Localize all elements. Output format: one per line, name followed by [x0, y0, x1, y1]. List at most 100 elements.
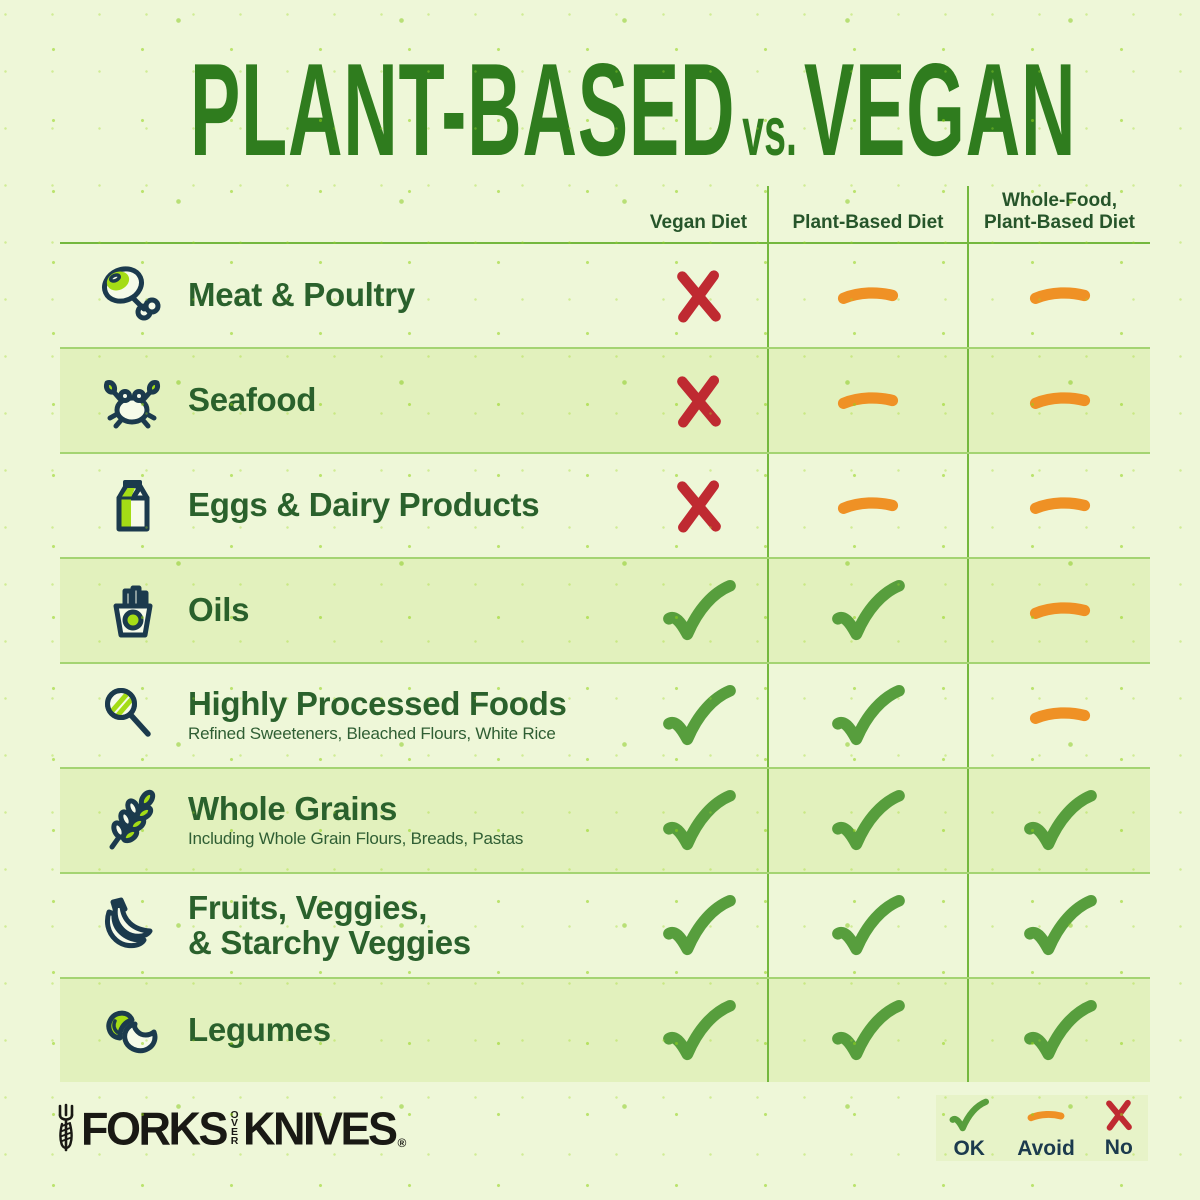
dash-icon	[837, 287, 899, 304]
table-row-eggs-dairy: Eggs & Dairy Products	[60, 452, 1150, 557]
row-label: Whole Grains	[188, 789, 398, 827]
forks-over-knives-logo: FORKS OVER KNIVES ®	[55, 1102, 406, 1154]
header-spacer	[60, 186, 630, 242]
check-icon	[832, 789, 905, 850]
row-sublabel: Refined Sweeteners, Bleached Flours, Whi…	[188, 724, 556, 744]
logo-word-forks: FORKS	[81, 1101, 229, 1155]
mark-cell	[967, 874, 1150, 977]
dash-icon	[1029, 707, 1090, 724]
mark-cell	[630, 454, 767, 557]
x-icon	[676, 269, 721, 323]
row-label: Highly Processed Foods	[188, 684, 567, 722]
check-icon	[662, 579, 736, 640]
dash-icon	[837, 497, 899, 514]
table-row-oils: Oils	[60, 557, 1150, 662]
legend-label: No	[1104, 1136, 1133, 1159]
lollipop-icon	[76, 684, 188, 748]
mark-cell	[967, 979, 1150, 1082]
check-icon	[662, 999, 736, 1060]
logo-word-over: OVER	[230, 1108, 239, 1147]
check-icon	[662, 789, 736, 850]
row-label: Fruits, Veggies, & Starchy Veggies	[188, 888, 471, 961]
legend-check	[949, 1098, 990, 1133]
dash-icon	[1029, 287, 1090, 304]
legend-label: Avoid	[1017, 1136, 1075, 1160]
dash-icon	[1029, 497, 1090, 514]
legend-item-ok: OK	[949, 1098, 990, 1160]
dash-icon	[837, 392, 899, 409]
legend-item-no: No	[1103, 1098, 1135, 1158]
meat-icon	[76, 264, 188, 328]
check-icon	[949, 1098, 990, 1131]
title-part1: PLANT-BASED	[189, 35, 736, 184]
fries-icon	[76, 579, 188, 643]
table-row-whole-grains: Whole Grains Including Whole Grain Flour…	[60, 767, 1150, 872]
check-icon	[832, 579, 905, 640]
footer: FORKS OVER KNIVES ® OK Avoid No	[0, 1095, 1200, 1161]
check-icon	[662, 684, 736, 745]
check-icon	[662, 894, 736, 955]
wheat-icon	[76, 789, 188, 853]
row-label: Oils	[188, 591, 250, 629]
table-row-highly-processed-foods: Highly Processed Foods Refined Sweetener…	[60, 662, 1150, 767]
mark-cell	[967, 349, 1150, 452]
crab-icon	[76, 369, 188, 433]
row-label: Seafood	[188, 381, 317, 419]
check-icon	[1023, 894, 1097, 955]
mark-cell	[967, 244, 1150, 347]
table-header-row: Vegan Diet Plant-Based Diet Whole-Food, …	[60, 186, 1150, 242]
mark-cell	[767, 454, 967, 557]
table-row-meat-poultry: Meat & Poultry	[60, 242, 1150, 347]
legend-dash	[1027, 1098, 1065, 1133]
column-header-vegan-diet: Vegan Diet	[649, 211, 748, 233]
mark-cell	[630, 244, 767, 347]
mark-cell	[630, 979, 767, 1082]
mark-cell	[767, 769, 967, 872]
table-row-fruits-veggies: Fruits, Veggies, & Starchy Veggies	[60, 872, 1150, 977]
check-icon	[832, 684, 905, 745]
fork-icon	[58, 1103, 74, 1152]
mark-cell	[630, 559, 767, 662]
row-label: Eggs & Dairy Products	[188, 486, 540, 524]
mark-cell	[767, 244, 967, 347]
banana-icon	[76, 894, 188, 958]
legend-x	[1103, 1098, 1135, 1132]
mark-cell	[630, 349, 767, 452]
mark-cell	[767, 979, 967, 1082]
mark-cell	[630, 769, 767, 872]
legend-label: OK	[953, 1136, 985, 1160]
mark-cell	[967, 559, 1150, 662]
x-icon	[676, 479, 721, 533]
mark-cell	[967, 454, 1150, 557]
mark-cell	[767, 349, 967, 452]
mark-cell	[767, 874, 967, 977]
table-row-seafood: Seafood	[60, 347, 1150, 452]
title-vs: vs.	[742, 92, 797, 170]
mark-cell	[630, 664, 767, 767]
beans-icon	[76, 999, 188, 1063]
x-icon	[676, 374, 721, 428]
dash-icon	[1027, 1110, 1065, 1121]
x-icon	[1105, 1099, 1132, 1131]
logo-word-knives: KNIVES	[243, 1101, 398, 1155]
row-sublabel: Including Whole Grain Flours, Breads, Pa…	[188, 829, 524, 849]
dash-icon	[1029, 602, 1090, 619]
milk-carton-icon	[76, 474, 188, 538]
mark-cell	[967, 664, 1150, 767]
table-row-legumes: Legumes	[60, 977, 1150, 1082]
registered-mark: ®	[397, 1136, 407, 1150]
mark-cell	[767, 559, 967, 662]
row-label: Legumes	[188, 1011, 331, 1049]
page-title: PLANT-BASED vs.VEGAN	[0, 43, 1200, 175]
mark-cell	[767, 664, 967, 767]
mark-cell	[967, 769, 1150, 872]
comparison-table: Vegan Diet Plant-Based Diet Whole-Food, …	[60, 186, 1150, 1082]
dash-icon	[1029, 392, 1090, 409]
legend: OK Avoid No	[936, 1095, 1148, 1161]
column-header-whole-food-plant-based-diet: Whole-Food, Plant-Based Diet	[967, 186, 1150, 242]
title-part2: VEGAN	[803, 35, 1077, 184]
row-label: Meat & Poultry	[188, 276, 415, 314]
check-icon	[832, 999, 905, 1060]
mark-cell	[630, 874, 767, 977]
